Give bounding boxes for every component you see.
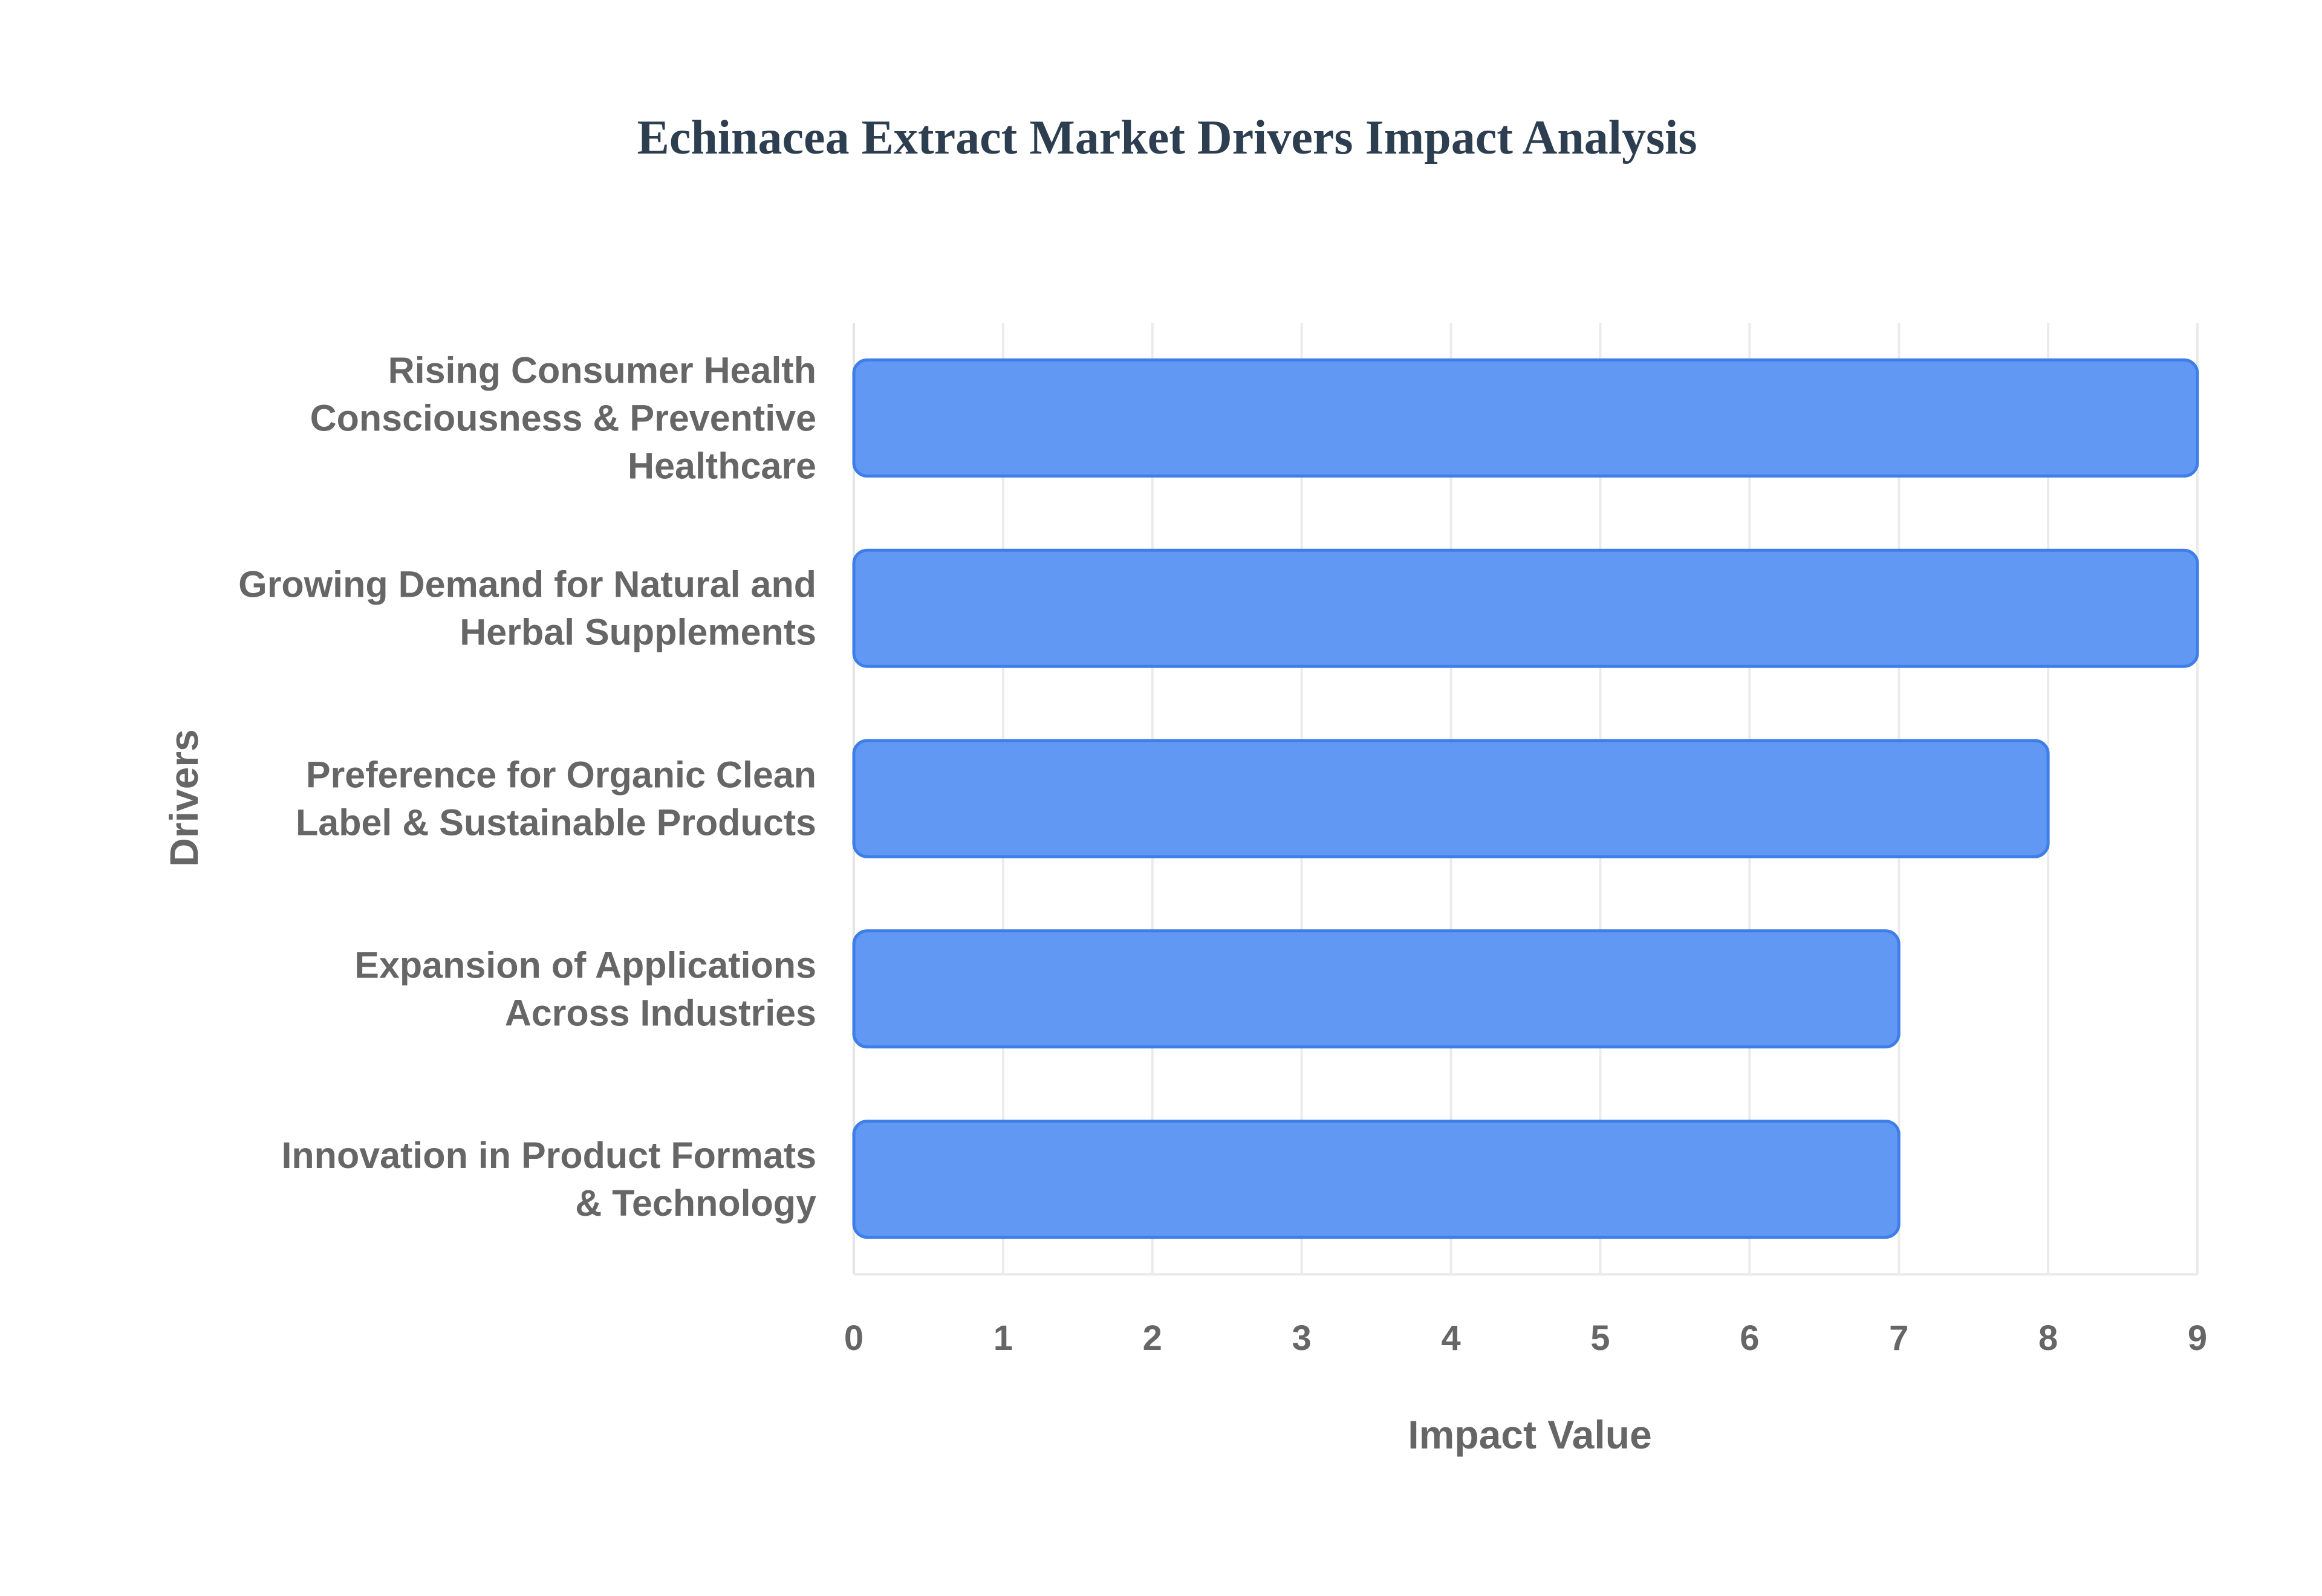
x-tick-label-7: 7 [1889,1319,1908,1358]
bar-1 [852,358,2199,478]
category-label-line: Label & Sustainable Products [296,802,816,843]
bar-3 [852,739,2050,858]
x-tick-label-4: 4 [1441,1319,1460,1358]
chart-title: Echinacea Extract Market Drivers Impact … [637,111,1697,164]
category-label-line: & Technology [575,1182,816,1224]
x-tick-label-9: 9 [2188,1319,2207,1358]
bar-4 [852,929,1901,1049]
category-label-1: Rising Consumer Health Consciousness & Pr… [310,349,816,486]
x-tick-label-5: 5 [1590,1319,1610,1358]
x-tick-label-8: 8 [2038,1319,2058,1358]
category-label-line: Rising Consumer Health [388,349,816,391]
x-tick-labels: 0 1 2 3 4 5 6 7 8 9 [844,1319,2207,1358]
category-label-line: Growing Demand for Natural and [238,564,816,605]
bars [852,358,2199,1239]
bar-5 [852,1120,1901,1239]
category-label-line: Preference for Organic Clean [306,754,816,796]
category-label-4: Expansion of Applications Across Industri… [354,944,816,1033]
category-label-line: Across Industries [505,992,816,1033]
x-tick-label-0: 0 [844,1319,863,1358]
category-label-line: Healthcare [628,445,816,486]
x-tick-label-3: 3 [1292,1319,1312,1358]
bar-2 [852,548,2199,668]
category-label-3: Preference for Organic Clean Label & Sust… [296,754,816,843]
category-label-5: Innovation in Product Formats & Technolog… [281,1135,816,1224]
x-tick-label-6: 6 [1740,1319,1759,1358]
x-tick-label-2: 2 [1143,1319,1162,1358]
y-axis-title: Drivers [161,729,206,867]
category-label-line: Expansion of Applications [354,944,816,985]
category-label-line: Herbal Supplements [460,612,816,653]
category-label-2: Growing Demand for Natural and Herbal Sup… [238,564,816,653]
x-axis-title: Impact Value [1408,1412,1652,1457]
x-tick-label-1: 1 [994,1319,1013,1358]
category-label-line: Consciousness & Preventive [310,397,816,438]
category-label-line: Innovation in Product Formats [281,1135,816,1176]
category-labels: Rising Consumer Health Consciousness & Pr… [238,349,816,1224]
